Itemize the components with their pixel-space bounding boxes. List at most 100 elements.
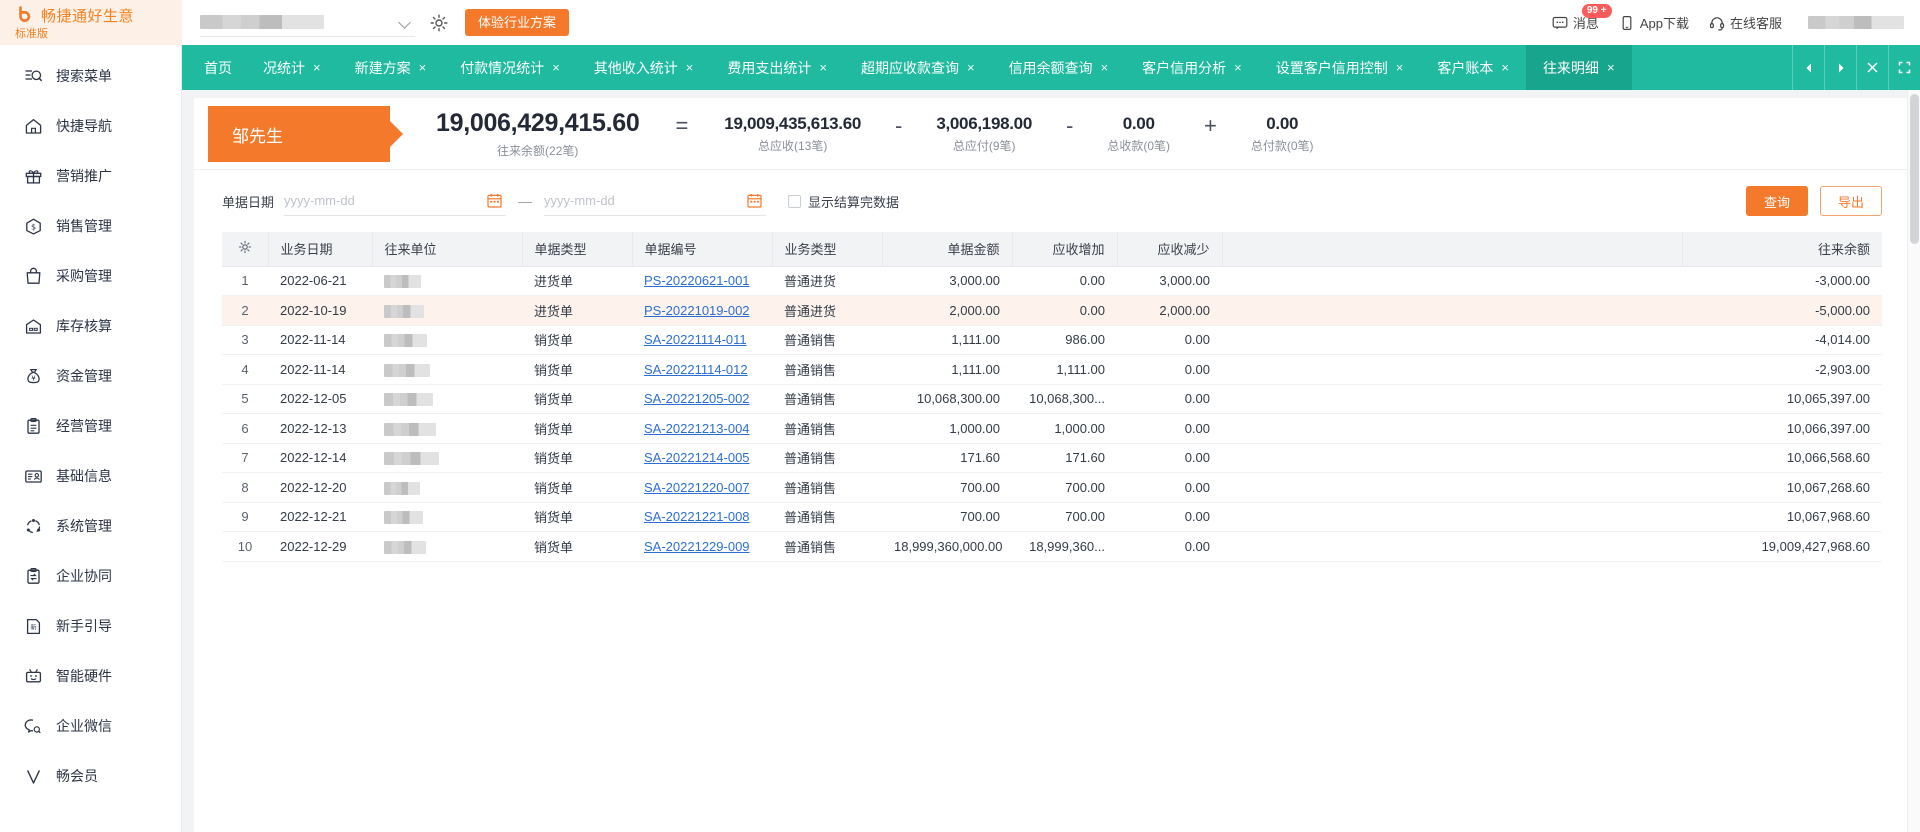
- table-row[interactable]: 8 2022-12-20 销货单 SA-20221220-007 普通销售 700.00 7…: [222, 472, 1882, 503]
- close-icon[interactable]: ×: [819, 60, 827, 75]
- column-header-unit[interactable]: 往来单位: [372, 232, 523, 267]
- doc-number-link[interactable]: SA-20221114-011: [644, 332, 747, 348]
- doc-number-link[interactable]: PS-20220621-001: [644, 273, 750, 289]
- show-settled-checkbox[interactable]: [788, 194, 802, 208]
- table-row[interactable]: 3 2022-11-14 销货单 SA-20221114-011 普通销售 1,111.0…: [222, 325, 1882, 355]
- sidebar-item-system[interactable]: 系统管理: [0, 501, 181, 551]
- app-download-button[interactable]: App下载: [1619, 13, 1689, 32]
- sidebar-item-newbie-guide[interactable]: 新 新手引导: [0, 601, 181, 651]
- user-name-redacted[interactable]: [1808, 16, 1904, 29]
- query-button[interactable]: 查询: [1746, 186, 1808, 216]
- cell-date: 2022-12-20: [268, 472, 372, 503]
- company-selector[interactable]: [200, 9, 415, 37]
- tab-payment-stats[interactable]: 付款情况统计 ×: [443, 45, 577, 90]
- date-to-field[interactable]: [544, 186, 767, 216]
- tab-credit-balance-query[interactable]: 信用余额查询 ×: [992, 45, 1126, 90]
- tab-other-income-stats[interactable]: 其他收入统计 ×: [577, 45, 711, 90]
- sidebar-item-marketing[interactable]: 营销推广: [0, 151, 181, 201]
- tab-kuang-tongji[interactable]: 况统计 ×: [246, 45, 338, 90]
- cell-spacer: [1222, 354, 1682, 385]
- sidebar-item-quick-nav[interactable]: 快捷导航: [0, 101, 181, 151]
- calendar-icon[interactable]: [487, 193, 502, 208]
- date-from-field[interactable]: [284, 186, 507, 216]
- calendar-icon[interactable]: [747, 193, 762, 208]
- column-settings-header[interactable]: [222, 232, 269, 267]
- table-row[interactable]: 6 2022-12-13 销货单 SA-20221213-004 普通销售 1,000.0…: [222, 413, 1882, 444]
- close-icon[interactable]: ×: [1606, 60, 1615, 75]
- cell-ar-decrease: 0.00: [1117, 413, 1222, 444]
- tab-customer-ledger[interactable]: 客户账本 ×: [1420, 45, 1526, 90]
- doc-number-link[interactable]: PS-20221019-002: [644, 302, 750, 318]
- close-icon[interactable]: ×: [1100, 60, 1109, 75]
- gear-icon[interactable]: [429, 13, 449, 33]
- sidebar-item-basic-info[interactable]: 基础信息: [0, 451, 181, 501]
- close-tabs-icon[interactable]: [1856, 45, 1888, 90]
- chevron-right-icon[interactable]: [1824, 45, 1856, 90]
- doc-number-link[interactable]: SA-20221214-005: [644, 450, 750, 466]
- tab-expense-stats[interactable]: 费用支出统计 ×: [710, 45, 844, 90]
- table-row[interactable]: 4 2022-11-14 销货单 SA-20221114-012 普通销售 1,111.0…: [222, 354, 1882, 385]
- close-icon[interactable]: ×: [552, 60, 560, 75]
- doc-number-link[interactable]: SA-20221213-004: [644, 420, 750, 436]
- tab-set-customer-credit-control[interactable]: 设置客户信用控制 ×: [1259, 45, 1421, 90]
- messages-button[interactable]: 消息 99 +: [1552, 4, 1612, 32]
- column-header-doc-no[interactable]: 单据编号: [632, 232, 773, 267]
- cell-date: 2022-12-21: [268, 502, 372, 532]
- sidebar-item-smart-hardware[interactable]: 智能硬件: [0, 651, 181, 701]
- doc-number-link[interactable]: SA-20221114-012: [644, 361, 748, 377]
- experience-industry-plan-button[interactable]: 体验行业方案: [465, 9, 570, 36]
- close-icon[interactable]: ×: [1501, 60, 1509, 75]
- table-row[interactable]: 7 2022-12-14 销货单 SA-20221214-005 普通销售 171.60 1…: [222, 443, 1882, 473]
- scrollbar-thumb[interactable]: [1910, 94, 1919, 244]
- gear-icon[interactable]: [238, 240, 252, 254]
- doc-number-link[interactable]: SA-20221205-002: [644, 391, 750, 407]
- sidebar-item-inventory[interactable]: 库存核算: [0, 301, 181, 351]
- export-button[interactable]: 导出: [1820, 186, 1882, 216]
- cell-biz-type: 普通进货: [772, 295, 882, 326]
- table-row[interactable]: 9 2022-12-21 销货单 SA-20221221-008 普通销售 700.00 7…: [222, 502, 1882, 532]
- column-header-balance[interactable]: 往来余额: [1682, 232, 1882, 267]
- sidebar-item-vip-member[interactable]: 畅会员: [0, 751, 181, 801]
- fullscreen-icon[interactable]: [1888, 45, 1920, 90]
- cell-unit: [372, 413, 522, 444]
- column-header-biz-type[interactable]: 业务类型: [772, 232, 883, 267]
- column-header-ar-decrease[interactable]: 应收减少: [1117, 232, 1223, 267]
- table-row[interactable]: 2 2022-10-19 进货单 PS-20221019-002 普通进货 2,000.0…: [222, 295, 1882, 326]
- sidebar-item-wechat-work[interactable]: 企业微信: [0, 701, 181, 751]
- tab-customer-credit-analysis[interactable]: 客户信用分析 ×: [1125, 45, 1259, 90]
- close-icon[interactable]: ×: [1395, 60, 1404, 75]
- tab-new-plan[interactable]: 新建方案 ×: [338, 45, 444, 90]
- doc-number-link[interactable]: SA-20221229-009: [644, 538, 750, 554]
- table-row[interactable]: 5 2022-12-05 销货单 SA-20221205-002 普通销售 10,068,…: [222, 384, 1882, 414]
- table-row[interactable]: 1 2022-06-21 进货单 PS-20220621-001 普通进货 3,000.0…: [222, 266, 1882, 296]
- close-icon[interactable]: ×: [685, 60, 694, 75]
- sidebar-item-sales[interactable]: $ 销售管理: [0, 201, 181, 251]
- sidebar-item-funds[interactable]: ¥ 资金管理: [0, 351, 181, 401]
- date-from-input[interactable]: [284, 193, 465, 208]
- doc-number-link[interactable]: SA-20221220-007: [644, 479, 750, 495]
- doc-number-link[interactable]: SA-20221221-008: [644, 509, 750, 525]
- tab-home[interactable]: 首页: [182, 45, 246, 90]
- chevron-left-icon[interactable]: [1792, 45, 1824, 90]
- sidebar-item-purchase[interactable]: 采购管理: [0, 251, 181, 301]
- sidebar-item-search-menu[interactable]: 搜索菜单: [0, 51, 181, 101]
- date-to-input[interactable]: [544, 193, 725, 208]
- tab-overdue-receivable-query[interactable]: 超期应收款查询 ×: [844, 45, 992, 90]
- close-icon[interactable]: ×: [418, 60, 427, 75]
- sidebar-item-collaboration[interactable]: 企业协同: [0, 551, 181, 601]
- close-icon[interactable]: ×: [966, 60, 975, 75]
- tab-transaction-details[interactable]: 往来明细 ×: [1525, 45, 1632, 90]
- column-header-amount[interactable]: 单据金额: [882, 232, 1013, 267]
- online-service-button[interactable]: 在线客服: [1709, 13, 1782, 32]
- close-icon[interactable]: ×: [1234, 60, 1242, 75]
- chevron-down-icon[interactable]: [399, 16, 411, 28]
- show-settled-checkbox-wrap[interactable]: 显示结算完数据: [788, 192, 899, 211]
- column-header-ar-increase[interactable]: 应收增加: [1012, 232, 1118, 267]
- column-header-date[interactable]: 业务日期: [268, 232, 373, 267]
- close-icon[interactable]: ×: [313, 60, 321, 75]
- cell-biz-type: 普通销售: [772, 472, 882, 503]
- vertical-scrollbar[interactable]: [1907, 90, 1920, 832]
- table-row[interactable]: 10 2022-12-29 销货单 SA-20221229-009 普通销售 18,999…: [222, 531, 1882, 562]
- column-header-doc-type[interactable]: 单据类型: [522, 232, 633, 267]
- sidebar-item-operations[interactable]: 经营管理: [0, 401, 181, 451]
